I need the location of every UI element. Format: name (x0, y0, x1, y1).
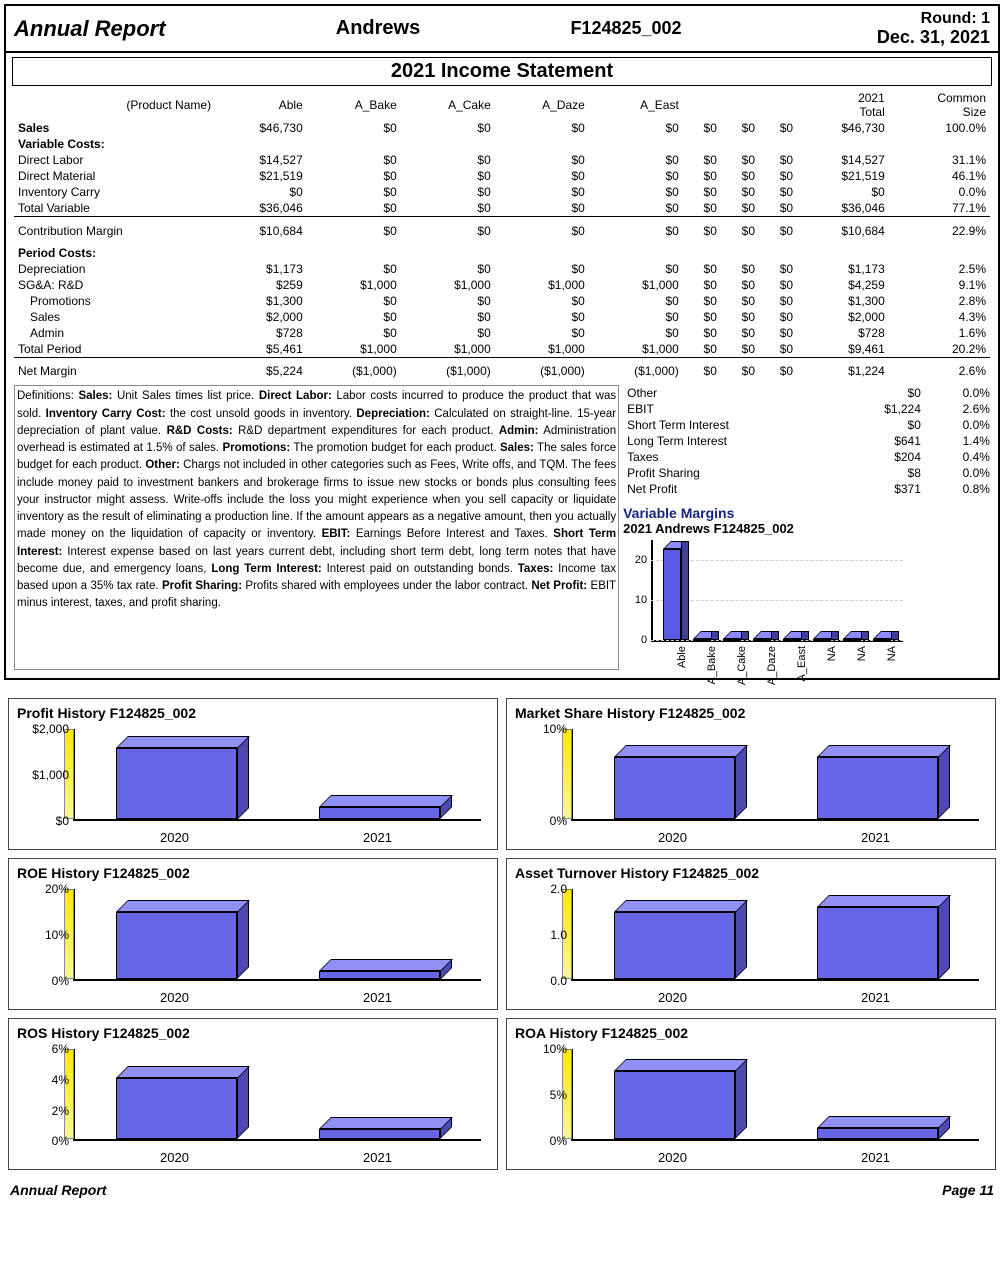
report-header: Annual Report Andrews F124825_002 Round:… (6, 6, 998, 53)
report-frame: Annual Report Andrews F124825_002 Round:… (4, 4, 1000, 680)
history-chart: Asset Turnover History F124825_0020.01.0… (506, 858, 996, 1010)
history-charts-grid: Profit History F124825_002$0$1,000$2,000… (8, 698, 996, 1170)
table-row: Period Costs: (14, 245, 990, 261)
lower-split: Definitions: Sales: Unit Sales times lis… (14, 385, 990, 670)
table-row: Inventory Carry$0$0$0$0$0$0$0$0$00.0% (14, 184, 990, 200)
variable-margins-chart: 01020AbleA_BakeA_CakeA_DazeA_EastNANANA (623, 540, 903, 670)
table-row: Direct Labor$14,527$0$0$0$0$0$0$0$14,527… (14, 152, 990, 168)
history-chart: Profit History F124825_002$0$1,000$2,000… (8, 698, 498, 850)
footer-right: Page 11 (942, 1182, 994, 1198)
summary-table: Other$00.0%EBIT$1,2242.6%Short Term Inte… (623, 385, 994, 497)
report-id: F124825_002 (502, 14, 750, 43)
table-row: SG&A: R&D$259$1,000$1,000$1,000$1,000$0$… (14, 277, 990, 293)
table-row: Net Margin$5,224($1,000)($1,000)($1,000)… (14, 363, 990, 379)
page-footer: Annual Report Page 11 (0, 1178, 1004, 1202)
table-row: Variable Costs: (14, 136, 990, 152)
table-row: Profit Sharing$80.0% (623, 465, 994, 481)
definitions-text: Definitions: Sales: Unit Sales times lis… (14, 385, 619, 670)
report-content: (Product Name)AbleA_BakeA_CakeA_DazeA_Ea… (6, 90, 998, 678)
chart-title: Profit History F124825_002 (17, 705, 489, 721)
chart-title: Asset Turnover History F124825_002 (515, 865, 987, 881)
table-row: Long Term Interest$6411.4% (623, 433, 994, 449)
company-name: Andrews (254, 13, 502, 44)
variable-margins-title: Variable Margins (623, 505, 994, 521)
variable-margins-subtitle: 2021 Andrews F124825_002 (623, 521, 994, 536)
table-row: Promotions$1,300$0$0$0$0$0$0$0$1,3002.8% (14, 293, 990, 309)
table-row: Other$00.0% (623, 385, 994, 401)
table-row: Total Period$5,461$1,000$1,000$1,000$1,0… (14, 341, 990, 358)
table-row: Sales$2,000$0$0$0$0$0$0$0$2,0004.3% (14, 309, 990, 325)
report-date: Dec. 31, 2021 (758, 28, 990, 48)
table-row: Direct Material$21,519$0$0$0$0$0$0$0$21,… (14, 168, 990, 184)
section-title: 2021 Income Statement (12, 57, 992, 86)
report-date-block: Round: 1 Dec. 31, 2021 (750, 6, 998, 51)
summary-panel: Other$00.0%EBIT$1,2242.6%Short Term Inte… (623, 385, 994, 670)
table-row: EBIT$1,2242.6% (623, 401, 994, 417)
table-row: Depreciation$1,173$0$0$0$0$0$0$0$1,1732.… (14, 261, 990, 277)
report-title: Annual Report (6, 12, 254, 46)
table-row: Contribution Margin$10,684$0$0$0$0$0$0$0… (14, 223, 990, 239)
income-header: (Product Name)AbleA_BakeA_CakeA_DazeA_Ea… (14, 90, 990, 120)
income-body: Sales$46,730$0$0$0$0$0$0$0$46,730100.0%V… (14, 120, 990, 379)
table-row: Net Profit$3710.8% (623, 481, 994, 497)
table-row: Taxes$2040.4% (623, 449, 994, 465)
history-chart: ROE History F124825_0020%10%20%20202021 (8, 858, 498, 1010)
table-row: Admin$728$0$0$0$0$0$0$0$7281.6% (14, 325, 990, 341)
history-chart: ROA History F124825_0020%5%10%20202021 (506, 1018, 996, 1170)
chart-title: ROE History F124825_002 (17, 865, 489, 881)
table-row: Short Term Interest$00.0% (623, 417, 994, 433)
chart-title: Market Share History F124825_002 (515, 705, 987, 721)
history-chart: ROS History F124825_0020%2%4%6%20202021 (8, 1018, 498, 1170)
chart-title: ROS History F124825_002 (17, 1025, 489, 1041)
table-row: Sales$46,730$0$0$0$0$0$0$0$46,730100.0% (14, 120, 990, 136)
history-chart: Market Share History F124825_0020%10%202… (506, 698, 996, 850)
footer-left: Annual Report (10, 1182, 106, 1198)
income-statement-table: (Product Name)AbleA_BakeA_CakeA_DazeA_Ea… (14, 90, 990, 379)
report-round: Round: 1 (758, 10, 990, 28)
table-row: Total Variable$36,046$0$0$0$0$0$0$0$36,0… (14, 200, 990, 217)
chart-title: ROA History F124825_002 (515, 1025, 987, 1041)
